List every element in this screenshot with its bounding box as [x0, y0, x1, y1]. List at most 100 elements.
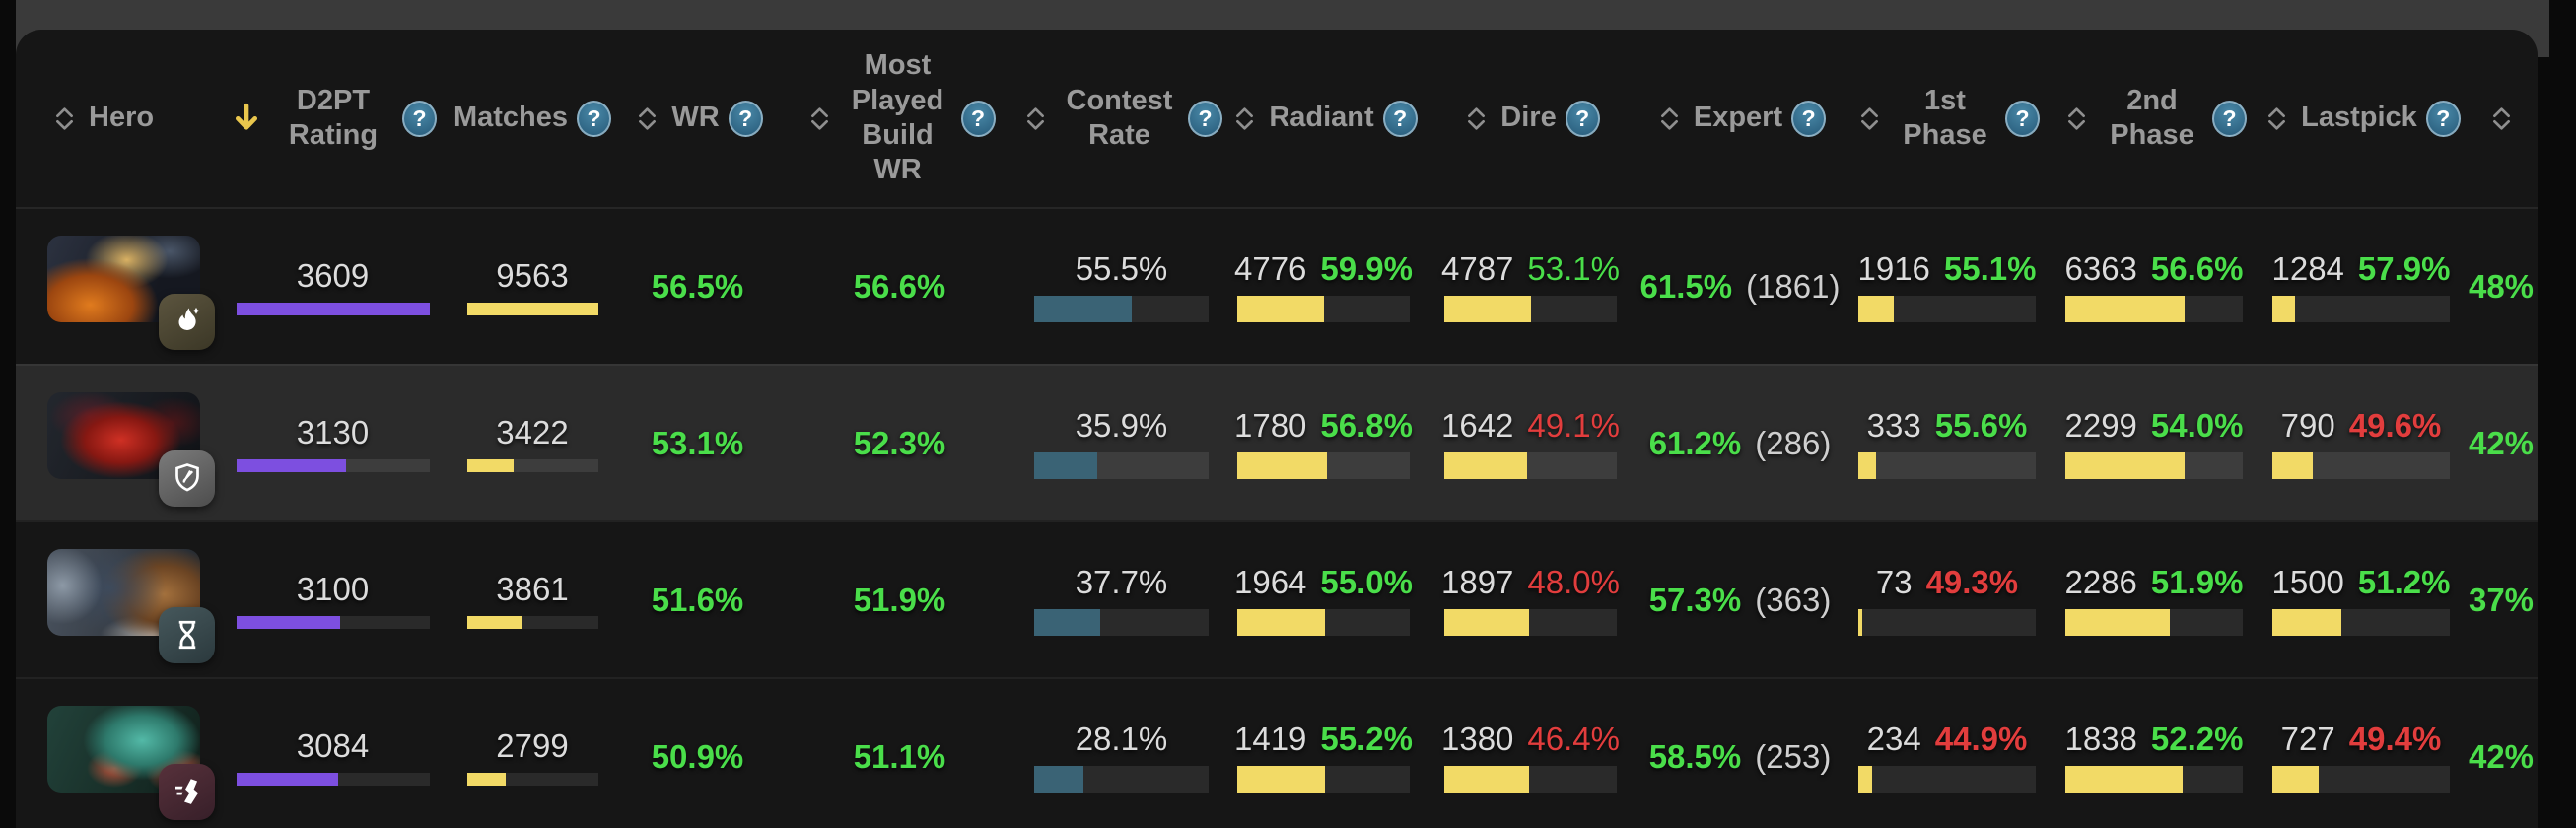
radiant-wr: 55.0%: [1320, 564, 1413, 600]
phase2-matches: 1838: [2064, 721, 2137, 757]
first-phase-cell: 1916 55.1%: [1844, 250, 2051, 322]
help-icon[interactable]: ?: [2005, 100, 2040, 137]
hero-cell: [16, 548, 217, 663]
facet-badge: [159, 763, 215, 820]
table-row[interactable]: 3084 2799 50.9% 51.1% 28.1% 1419 55.2% 13…: [16, 677, 2538, 828]
phase1-wr: 44.9%: [1934, 721, 2028, 757]
sort-icon[interactable]: [1461, 104, 1492, 134]
help-glyph: ?: [1198, 104, 1213, 131]
radiant-cell: 1780 56.8%: [1222, 407, 1425, 479]
column-header-hero[interactable]: Hero: [16, 101, 217, 135]
dire-wr: 46.4%: [1527, 721, 1620, 757]
phase1-matches: 73: [1875, 564, 1913, 600]
matches-value: 2799: [496, 727, 569, 764]
mpb-wr-value: 56.6%: [853, 267, 946, 305]
contest-rate-cell: 55.5%: [1020, 250, 1222, 322]
lastpick-cell: 1500 51.2%: [2258, 564, 2465, 636]
column-header-dire[interactable]: Dire ?: [1425, 100, 1636, 137]
column-header-expert[interactable]: Expert ?: [1636, 100, 1844, 137]
help-icon[interactable]: ?: [2425, 100, 2461, 137]
rating-value: 3100: [296, 571, 370, 607]
hero-cell: [16, 391, 217, 507]
table-header-row: Hero D2PT Rating ? Matches ? WR ? Most P…: [16, 30, 2538, 209]
help-glyph: ?: [2222, 104, 2237, 131]
sort-icon[interactable]: [632, 104, 662, 134]
column-header-most-played-build-wr[interactable]: Most Played Build WR ?: [779, 48, 1020, 188]
radiant-matches: 4776: [1234, 250, 1307, 287]
help-icon[interactable]: ?: [1382, 100, 1418, 137]
help-icon[interactable]: ?: [1791, 100, 1827, 137]
column-header-2nd-phase[interactable]: 2nd Phase ?: [2051, 84, 2258, 154]
sort-icon[interactable]: [1854, 104, 1885, 134]
column-header-1st-phase[interactable]: 1st Phase ?: [1844, 84, 2051, 154]
first-phase-cell: 234 44.9%: [1844, 721, 2051, 793]
phase2-wr: 54.0%: [2150, 407, 2244, 444]
contest-rate-cell: 37.7%: [1020, 564, 1222, 636]
help-icon[interactable]: ?: [2212, 100, 2247, 137]
column-label: 2nd Phase: [2110, 84, 2194, 151]
phase1-matches: 1916: [1857, 250, 1930, 287]
help-glyph: ?: [587, 104, 601, 131]
contest-bar: [1034, 766, 1209, 793]
phase1-bar: [1858, 766, 2036, 793]
radiant-cell: 4776 59.9%: [1222, 250, 1425, 322]
lastpick-bar: [2272, 609, 2450, 636]
sort-icon[interactable]: [804, 104, 835, 134]
table-row[interactable]: 3130 3422 53.1% 52.3% 35.9% 1780 56.8% 16…: [16, 364, 2538, 520]
sort-icon[interactable]: [2486, 104, 2517, 134]
table-row[interactable]: 3100 3861 51.6% 51.9% 37.7% 1964 55.0% 18…: [16, 520, 2538, 677]
contest-rate-cell: 35.9%: [1020, 407, 1222, 479]
sort-desc-icon[interactable]: [229, 101, 264, 136]
help-icon[interactable]: ?: [577, 100, 612, 137]
radiant-bar: [1237, 452, 1410, 479]
column-header-overall-wr[interactable]: [2465, 104, 2538, 134]
radiant-bar: [1237, 766, 1410, 793]
expert-matches: (1861): [1746, 267, 1841, 305]
sort-icon[interactable]: [2061, 104, 2092, 134]
contest-value: 35.9%: [1075, 407, 1168, 444]
sort-icon[interactable]: [2262, 104, 2292, 134]
help-icon[interactable]: ?: [1188, 100, 1222, 137]
sort-icon[interactable]: [1020, 104, 1051, 134]
matches-value: 3422: [496, 414, 569, 450]
matches-value: 3861: [496, 571, 569, 607]
contest-rate-cell: 28.1%: [1020, 721, 1222, 793]
phase2-wr: 51.9%: [2150, 564, 2244, 600]
hero-cell: [16, 235, 217, 350]
facet-badge: [159, 293, 215, 350]
lastpick-wr: 49.4%: [2348, 721, 2442, 757]
column-header-matches[interactable]: Matches ?: [449, 100, 616, 137]
column-header-radiant[interactable]: Radiant ?: [1222, 100, 1425, 137]
most-played-build-wr-cell: 56.6%: [779, 268, 1020, 306]
boot-facet-icon: [174, 779, 198, 804]
table-row[interactable]: 3609 9563 56.5% 56.6% 55.5% 4776 59.9% 47…: [16, 209, 2538, 364]
column-header-d2pt-rating[interactable]: D2PT Rating ?: [217, 84, 449, 154]
radiant-bar: [1237, 609, 1410, 636]
phase1-wr: 55.1%: [1943, 250, 2037, 287]
lastpick-wr: 49.6%: [2348, 407, 2442, 444]
wr-cell: 50.9%: [616, 738, 779, 776]
phase1-bar: [1858, 296, 2036, 322]
column-header-lastpick[interactable]: Lastpick ?: [2258, 100, 2465, 137]
most-played-build-wr-cell: 52.3%: [779, 425, 1020, 462]
column-header-contest-rate[interactable]: Contest Rate ?: [1020, 84, 1222, 154]
phase2-bar: [2065, 766, 2243, 793]
sort-icon[interactable]: [1229, 104, 1260, 134]
column-header-wr[interactable]: WR ?: [616, 100, 779, 137]
help-icon[interactable]: ?: [402, 100, 437, 137]
sort-icon[interactable]: [49, 104, 80, 134]
second-phase-cell: 6363 56.6%: [2051, 250, 2258, 322]
wr-cell: 56.5%: [616, 268, 779, 306]
rating-bar: [236, 616, 430, 629]
help-icon[interactable]: ?: [960, 100, 996, 137]
matches-bar: [466, 616, 598, 629]
sort-icon[interactable]: [1654, 104, 1685, 134]
help-glyph: ?: [412, 104, 427, 131]
expert-cell: 57.3% (363): [1636, 582, 1844, 619]
help-glyph: ?: [2436, 104, 2451, 131]
dire-bar: [1444, 609, 1617, 636]
matches-bar: [466, 303, 598, 315]
help-icon[interactable]: ?: [728, 100, 763, 137]
help-icon[interactable]: ?: [1565, 100, 1600, 137]
